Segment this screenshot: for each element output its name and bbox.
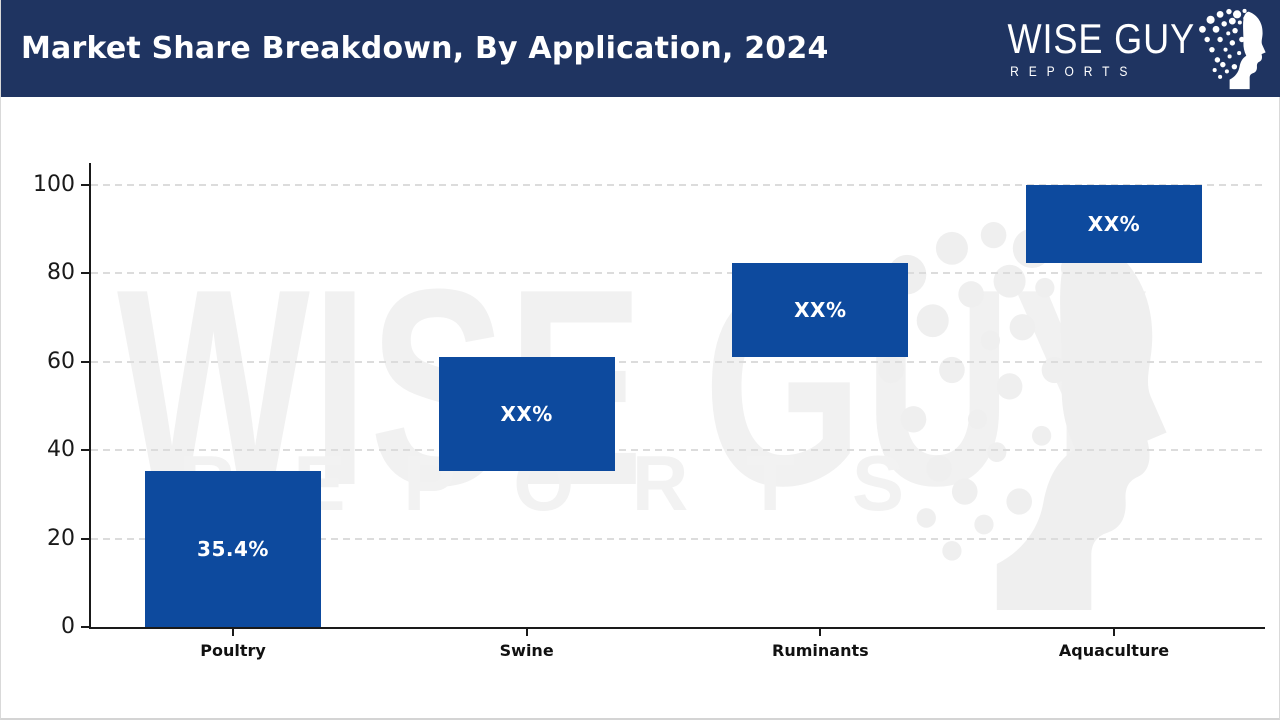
y-axis-tick <box>81 272 89 275</box>
header-bar: Market Share Breakdown, By Application, … <box>1 0 1280 97</box>
x-axis-tick <box>525 627 528 636</box>
bar-ruminants: XX% <box>732 262 909 357</box>
y-axis-tick-label: 40 <box>47 437 75 463</box>
bar-value-label: XX% <box>794 297 847 322</box>
x-axis-tick <box>232 627 234 636</box>
y-axis-tick-label: 100 <box>33 172 75 198</box>
chart-title: Market Share Breakdown, By Application, … <box>21 31 829 66</box>
bar-aquaculture: XX% <box>1026 185 1202 263</box>
logo-line2: REPORTS <box>1010 63 1138 79</box>
gridline <box>91 449 1265 452</box>
x-axis-category-label: Ruminants <box>772 641 869 660</box>
y-axis-tick-label: 60 <box>47 348 75 374</box>
y-axis-tick-label: 20 <box>47 525 75 551</box>
gridline <box>91 537 1265 540</box>
wiseguy-head-icon <box>1199 8 1266 89</box>
gridline <box>91 360 1265 363</box>
y-axis-tick-label: 0 <box>61 614 75 639</box>
gridline <box>91 184 1265 187</box>
x-axis-category-label: Poultry <box>200 641 266 660</box>
bar-value-label: XX% <box>500 401 553 426</box>
wiseguy-logo: WISE GUY REPORTS <box>977 8 1267 90</box>
y-axis-tick <box>81 537 89 540</box>
y-axis-tick <box>81 360 89 363</box>
bar-value-label: 35.4% <box>197 536 269 561</box>
y-axis-tick <box>81 449 89 452</box>
bar-poultry: 35.4% <box>145 470 321 627</box>
x-axis-category-label: Swine <box>499 641 554 660</box>
gridline <box>91 272 1265 275</box>
chart-plot-area: 0 20 40 60 80 100 35.4% Poultry XX% Swine XX% Rumin… <box>33 163 1265 660</box>
y-axis-tick-label: 80 <box>47 260 75 286</box>
x-axis-tick <box>819 627 822 636</box>
logo-wordmark: WISE GUY REPORTS <box>1007 15 1195 80</box>
bar-swine: XX% <box>438 356 615 471</box>
logo-line1: WISE GUY <box>1007 15 1195 62</box>
y-axis-tick <box>81 626 89 628</box>
x-axis-tick <box>1113 627 1115 636</box>
bar-value-label: XX% <box>1087 211 1141 236</box>
y-axis-tick <box>81 184 89 187</box>
x-axis-category-label: Aquaculture <box>1058 641 1170 660</box>
